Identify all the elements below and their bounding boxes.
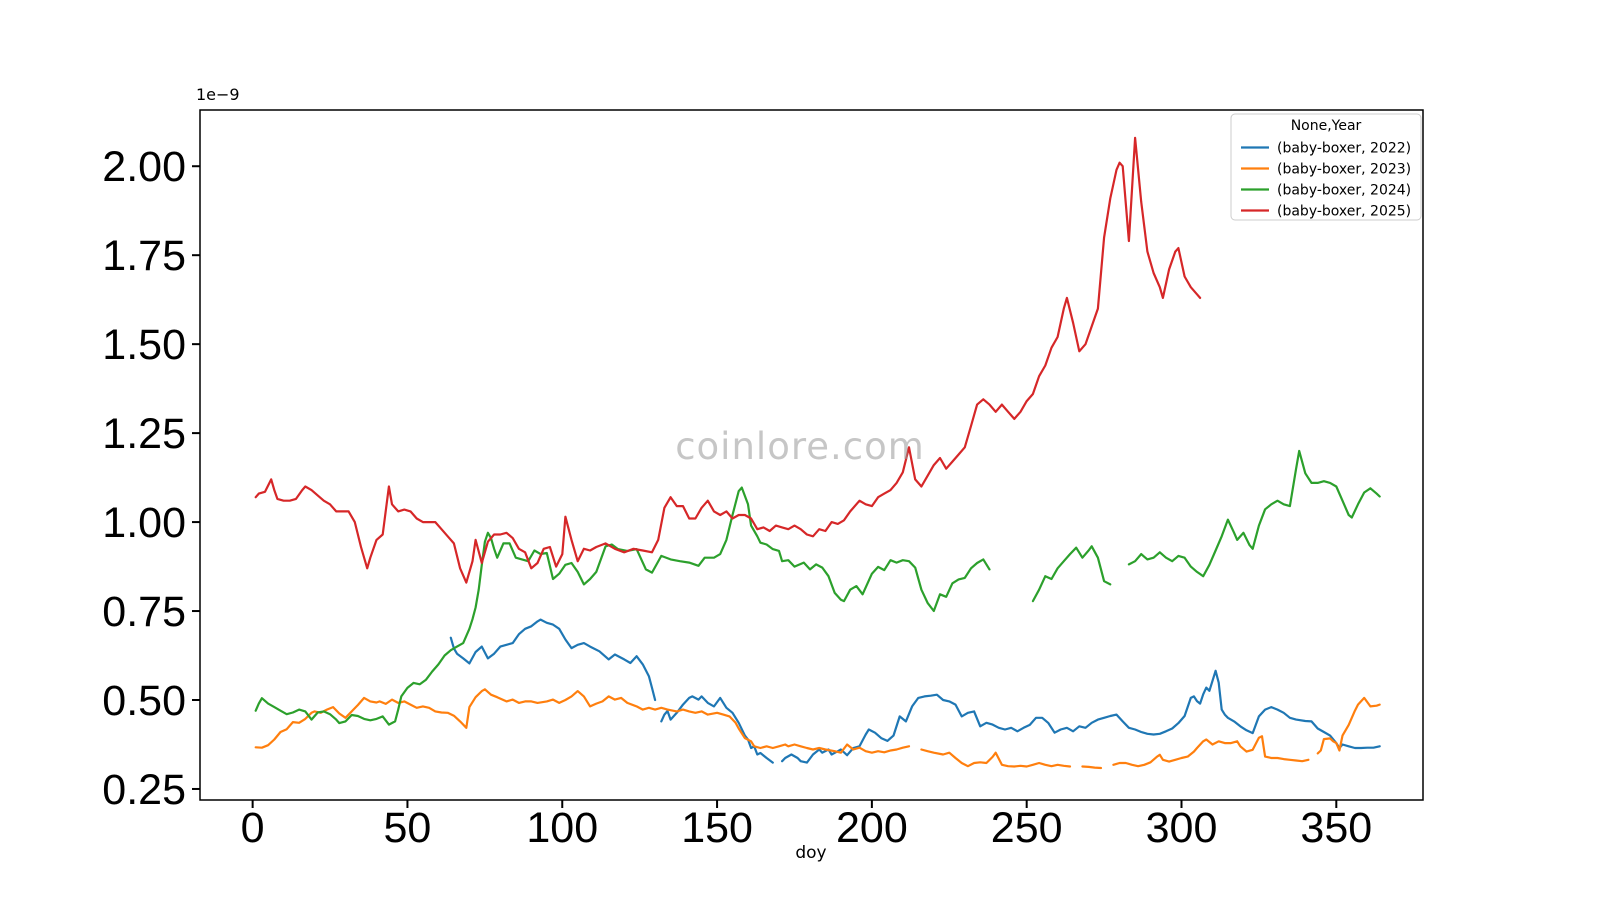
series-line-baby-boxer-2024 [1031, 545, 1112, 603]
legend-box [1230, 113, 1422, 221]
series-line-baby-boxer-2025 [254, 136, 1202, 584]
series-line-baby-boxer-2023 [1081, 765, 1103, 770]
x-tick-label: 350 [1300, 804, 1372, 852]
series-line-baby-boxer-2024 [254, 486, 991, 726]
y-tick-label: 0.50 [102, 677, 186, 725]
y-tick-label: 0.25 [102, 766, 186, 814]
y-tick-label: 1.75 [102, 232, 186, 280]
y-tick-label: 1.00 [102, 499, 186, 547]
x-tick-label: 100 [526, 804, 598, 852]
legend-entry-label: (baby-boxer, 2024) [1277, 183, 1411, 199]
y-axis-offset-label: 1e−9 [196, 85, 240, 104]
y-tick-label: 2.00 [102, 143, 186, 191]
series-line-baby-boxer-2023 [920, 748, 1072, 768]
x-tick-label: 50 [384, 804, 432, 852]
plot-box [199, 109, 1424, 801]
x-tick-label: 0 [241, 804, 265, 852]
legend-entry-label: (baby-boxer, 2023) [1277, 162, 1411, 178]
y-tick-label: 1.25 [102, 410, 186, 458]
legend-entry-label: (baby-boxer, 2025) [1277, 204, 1411, 220]
series-lines [254, 136, 1381, 770]
series-line-baby-boxer-2023 [1112, 735, 1310, 768]
legend-entry-label: (baby-boxer, 2022) [1277, 141, 1411, 157]
y-tick-label: 1.50 [102, 321, 186, 369]
series-line-baby-boxer-2022 [449, 618, 657, 702]
series-line-baby-boxer-2022 [781, 669, 1381, 764]
series-line-baby-boxer-2023 [1316, 696, 1381, 755]
axes: 0 50 100 150 200 250 300 350 0.25 0.50 0.75 1.00 1.2… [102, 109, 1424, 852]
y-tick-label: 0.75 [102, 588, 186, 636]
x-axis-title: doy [795, 843, 826, 863]
watermark: coinlore.com [675, 425, 925, 468]
legend-title: None,Year [1291, 118, 1362, 134]
series-line-baby-boxer-2023 [254, 688, 911, 754]
series-line-baby-boxer-2024 [1127, 449, 1381, 578]
x-tick-label: 300 [1146, 804, 1218, 852]
series-line-baby-boxer-2022 [660, 695, 774, 764]
x-tick-label: 200 [836, 804, 908, 852]
x-tick-label: 250 [991, 804, 1063, 852]
x-tick-label: 150 [681, 804, 753, 852]
legend-entries: (baby-boxer, 2022) (baby-boxer, 2023) (bab… [1241, 141, 1411, 220]
legend: None,Year (baby-boxer, 2022)(baby-boxer,… [1230, 113, 1422, 221]
